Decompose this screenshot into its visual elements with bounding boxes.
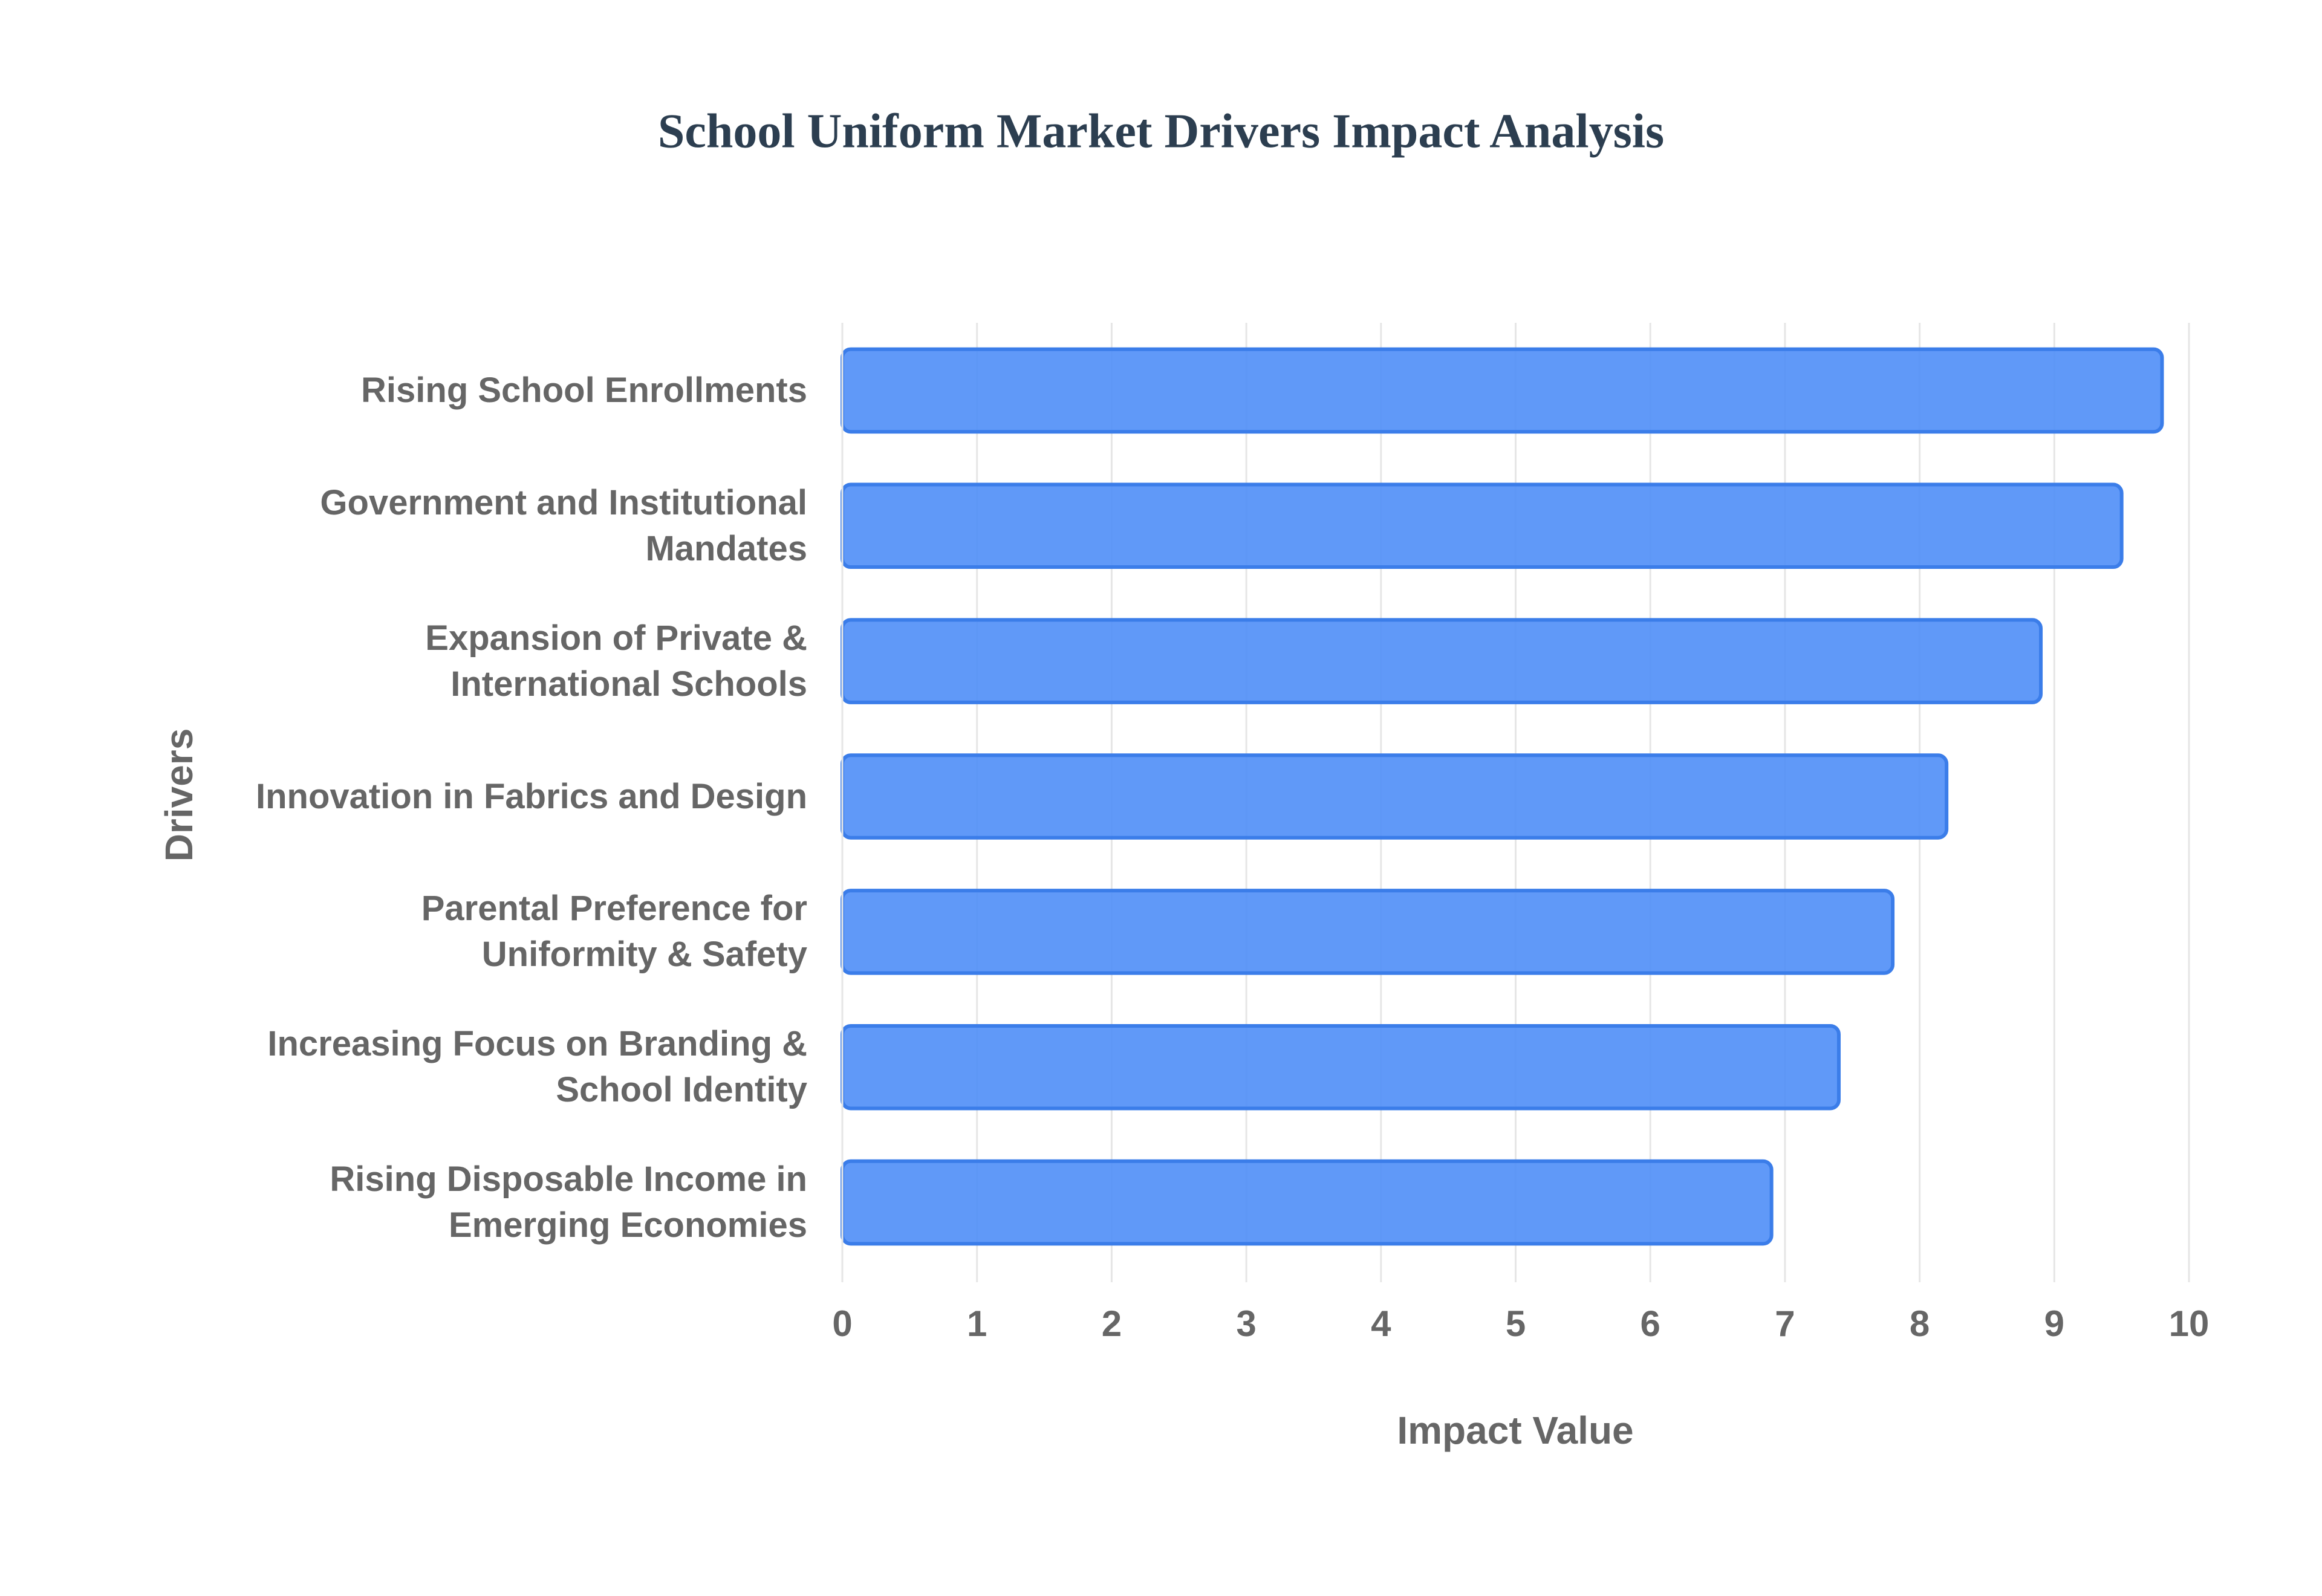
x-tick-label: 10 bbox=[2169, 1303, 2210, 1344]
chart-title: School Uniform Market Drivers Impact Ana… bbox=[658, 105, 1664, 158]
y-tick-label: Increasing Focus on Branding & School Id… bbox=[267, 1024, 807, 1110]
y-tick-label: Innovation in Fabrics and Design bbox=[256, 776, 807, 816]
x-tick-label: 7 bbox=[1775, 1303, 1795, 1344]
x-tick-label: 0 bbox=[832, 1303, 852, 1344]
x-tick-label: 8 bbox=[1910, 1303, 1930, 1344]
x-axis-title: Impact Value bbox=[1397, 1409, 1633, 1452]
x-tick-label: 1 bbox=[967, 1303, 987, 1344]
y-tick-label: Rising School Enrollments bbox=[361, 370, 807, 410]
y-tick-label: Parental Preference for Uniformity & Saf… bbox=[421, 889, 807, 975]
bar bbox=[841, 1159, 1774, 1246]
y-tick-label: Rising Disposable Income in Emerging Eco… bbox=[330, 1160, 807, 1245]
x-tick-label: 4 bbox=[1371, 1303, 1391, 1344]
bar bbox=[841, 1023, 1841, 1111]
bar bbox=[841, 753, 1949, 840]
x-tick-label: 5 bbox=[1506, 1303, 1526, 1344]
bar bbox=[841, 618, 2043, 704]
y-tick-label: Expansion of Private & International Sch… bbox=[425, 618, 807, 704]
x-tick-label: 6 bbox=[1641, 1303, 1660, 1344]
y-axis-title: Drivers bbox=[157, 728, 201, 862]
bar bbox=[841, 482, 2124, 569]
y-tick-label: Government and Institutional Mandates bbox=[320, 482, 807, 568]
bar bbox=[841, 889, 1895, 975]
x-tick-label: 2 bbox=[1102, 1303, 1122, 1344]
x-tick-label: 9 bbox=[2044, 1303, 2064, 1344]
x-tick-label: 3 bbox=[1236, 1303, 1256, 1344]
bar bbox=[841, 347, 2164, 434]
